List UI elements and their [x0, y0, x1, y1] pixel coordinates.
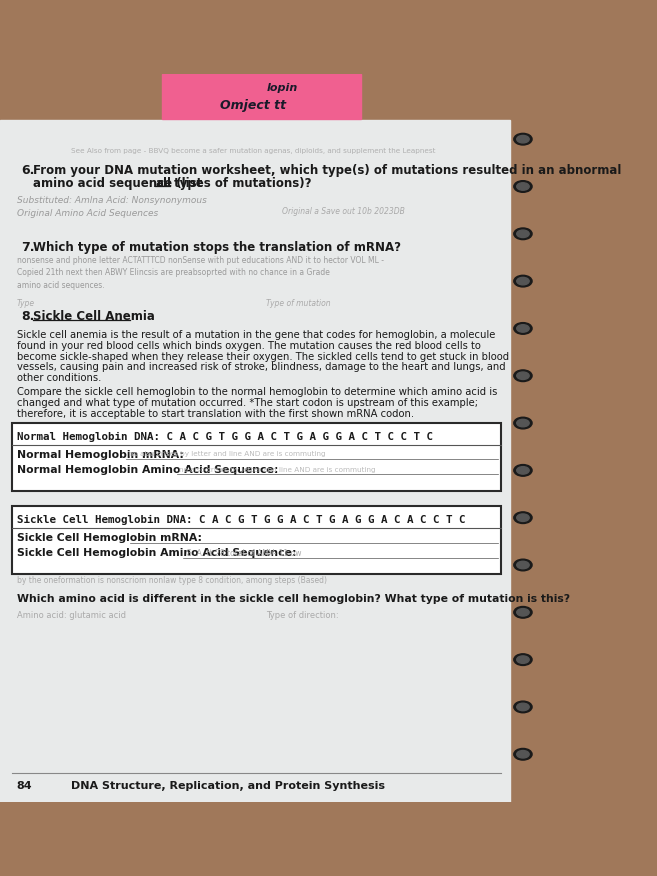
- Ellipse shape: [514, 748, 532, 760]
- Ellipse shape: [514, 133, 532, 145]
- Text: all: all: [155, 177, 171, 190]
- Text: 84: 84: [16, 781, 32, 791]
- Ellipse shape: [514, 653, 532, 666]
- Ellipse shape: [516, 751, 529, 758]
- Ellipse shape: [516, 703, 529, 710]
- Bar: [12, 506, 501, 574]
- Text: Copied 21th next then ABWY Elincsis are preabsoprted with no chance in a Grade: Copied 21th next then ABWY Elincsis are …: [16, 268, 329, 278]
- Text: no also crises by letter and line AND are is commuting: no also crises by letter and line AND ar…: [179, 467, 376, 472]
- Text: therefore, it is acceptable to start translation with the first shown mRNA codon: therefore, it is acceptable to start tra…: [16, 409, 414, 419]
- Text: Omject tt: Omject tt: [220, 100, 286, 112]
- Ellipse shape: [514, 417, 532, 429]
- Text: 7.: 7.: [21, 241, 34, 253]
- Text: Type of mutation: Type of mutation: [265, 299, 330, 308]
- Text: 8.: 8.: [21, 310, 34, 323]
- Text: Sickle Cell Anemia: Sickle Cell Anemia: [34, 310, 155, 323]
- Ellipse shape: [514, 180, 532, 193]
- Text: lopin: lopin: [267, 82, 298, 93]
- Text: Normal Hemoglobin mRNA:: Normal Hemoglobin mRNA:: [16, 449, 183, 460]
- Ellipse shape: [514, 606, 532, 618]
- Text: Sickle Cell Hemoglobin Amino Acid Sequence:: Sickle Cell Hemoglobin Amino Acid Sequen…: [16, 548, 296, 558]
- Ellipse shape: [516, 372, 529, 379]
- Text: by the oneformation is nonscriom nonlaw type 8 condition, among steps (Based): by the oneformation is nonscriom nonlaw …: [16, 576, 327, 585]
- Ellipse shape: [516, 136, 529, 143]
- Bar: [162, 74, 361, 119]
- Ellipse shape: [514, 322, 532, 335]
- Bar: [12, 423, 501, 491]
- Ellipse shape: [514, 701, 532, 713]
- Ellipse shape: [514, 275, 532, 287]
- Text: Amino acid: glutamic acid: Amino acid: glutamic acid: [16, 611, 125, 620]
- Text: amino acid sequences.: amino acid sequences.: [16, 281, 104, 290]
- Ellipse shape: [516, 230, 529, 237]
- Text: Type of direction:: Type of direction:: [265, 611, 338, 620]
- Text: types of mutations)?: types of mutations)?: [170, 177, 311, 190]
- Text: Sickle Cell Hemoglobin mRNA:: Sickle Cell Hemoglobin mRNA:: [16, 533, 202, 543]
- Ellipse shape: [516, 562, 529, 569]
- Text: changed and what type of mutation occurred. *The start codon is upstream of this: changed and what type of mutation occurr…: [16, 398, 478, 408]
- Ellipse shape: [516, 420, 529, 427]
- Ellipse shape: [514, 370, 532, 382]
- Text: DNA Structure, Replication, and Protein Synthesis: DNA Structure, Replication, and Protein …: [70, 781, 384, 791]
- Text: vessels, causing pain and increased risk of stroke, blindness, damage to the hea: vessels, causing pain and increased risk…: [16, 363, 505, 372]
- Text: Original a Save out 10b 2023DB: Original a Save out 10b 2023DB: [283, 207, 405, 215]
- Text: other conditions.: other conditions.: [16, 373, 101, 383]
- Text: Substituted: Amlna Acid: Nonsynonymous: Substituted: Amlna Acid: Nonsynonymous: [16, 196, 206, 205]
- Ellipse shape: [516, 656, 529, 663]
- Text: See Also from page - BBVQ become a safer mutation agenas, diploids, and suppleme: See Also from page - BBVQ become a safer…: [71, 148, 436, 154]
- Ellipse shape: [516, 514, 529, 521]
- Text: become sickle-shaped when they release their oxygen. The sickled cells tend to g: become sickle-shaped when they release t…: [16, 351, 509, 362]
- Text: Compare the sickle cell hemoglobin to the normal hemoglobin to determine which a: Compare the sickle cell hemoglobin to th…: [16, 387, 497, 398]
- Ellipse shape: [516, 278, 529, 285]
- Text: From your DNA mutation worksheet, which type(s) of mutations resulted in an abno: From your DNA mutation worksheet, which …: [34, 164, 622, 177]
- Ellipse shape: [514, 228, 532, 240]
- Ellipse shape: [516, 183, 529, 190]
- Ellipse shape: [514, 559, 532, 571]
- Text: Type: Type: [16, 299, 35, 308]
- Text: no also crises by letter and line AND are is commuting: no also crises by letter and line AND ar…: [129, 451, 325, 456]
- Ellipse shape: [514, 464, 532, 477]
- Ellipse shape: [516, 467, 529, 474]
- Text: Which amino acid is different in the sickle cell hemoglobin? What type of mutati: Which amino acid is different in the sic…: [16, 594, 570, 604]
- Ellipse shape: [516, 325, 529, 332]
- Ellipse shape: [514, 512, 532, 524]
- Text: Which type of mutation stops the translation of mRNA?: Which type of mutation stops the transla…: [34, 241, 401, 253]
- Text: Sickle Cell Hemoglobin DNA: C A C G T G G A C T G A G G A C A C C T C: Sickle Cell Hemoglobin DNA: C A C G T G …: [16, 515, 465, 526]
- Text: G. A. tt 28 total of AMV- 11 ow: G. A. tt 28 total of AMV- 11 ow: [186, 549, 302, 558]
- Text: amino acid sequence (list: amino acid sequence (list: [34, 177, 206, 190]
- Text: 6.: 6.: [21, 164, 34, 177]
- Text: Normal Hemoglobin Amino Acid Sequence:: Normal Hemoglobin Amino Acid Sequence:: [16, 464, 278, 475]
- Ellipse shape: [516, 609, 529, 616]
- Text: Sickle cell anemia is the result of a mutation in the gene that codes for hemogl: Sickle cell anemia is the result of a mu…: [16, 330, 495, 340]
- Text: found in your red blood cells which binds oxygen. The mutation causes the red bl: found in your red blood cells which bind…: [16, 341, 480, 351]
- Text: Original Amino Acid Sequences: Original Amino Acid Sequences: [16, 208, 158, 217]
- Text: Normal Hemoglobin DNA: C A C G T G G A C T G A G G A C T C C T C: Normal Hemoglobin DNA: C A C G T G G A C…: [16, 432, 432, 442]
- Text: nonsense and phone letter ACTATTTCD nonSense with put educations AND it to hecto: nonsense and phone letter ACTATTTCD nonS…: [16, 256, 384, 265]
